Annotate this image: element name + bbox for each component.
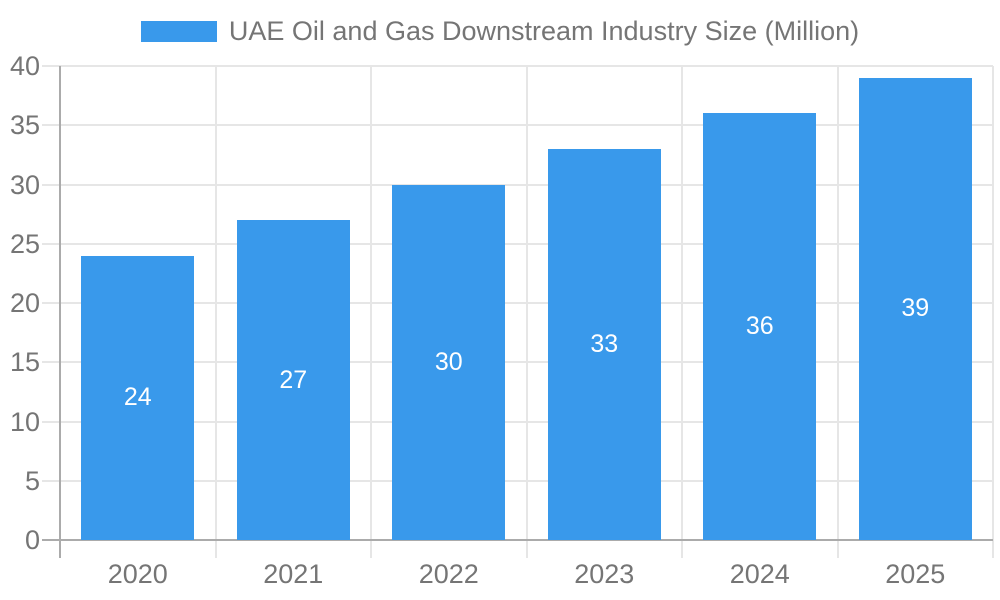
y-gridline	[42, 65, 993, 67]
bar-2023[interactable]: 33	[547, 148, 661, 540]
y-gridline	[42, 479, 993, 482]
bar-2022[interactable]: 30	[392, 184, 506, 540]
y-gridline	[42, 361, 993, 364]
y-tick-label: 15	[9, 347, 40, 378]
y-tick-label: 5	[24, 465, 40, 496]
y-gridline	[42, 183, 993, 186]
y-gridline	[42, 302, 993, 304]
x-tick-label: 2022	[418, 559, 479, 589]
y-axis-line	[59, 66, 61, 558]
y-tick-label: 30	[9, 169, 40, 200]
y-tick-label: 20	[9, 288, 40, 318]
bar-2021[interactable]: 27	[236, 220, 350, 540]
legend[interactable]: UAE Oil and Gas Downstream Industry Size…	[0, 16, 1000, 46]
x-axis-baseline-top	[42, 539, 993, 541]
bar-value-label: 24	[123, 383, 152, 412]
x-gridline	[836, 66, 839, 558]
y-tick-label: 25	[9, 228, 40, 259]
y-tick-label: 10	[9, 406, 40, 437]
x-gridline	[992, 66, 994, 558]
y-gridline	[42, 124, 993, 127]
bar-value-label: 30	[434, 347, 463, 376]
y-gridline	[42, 420, 993, 423]
y-tick-label: 35	[9, 110, 40, 141]
bar-value-label: 33	[590, 329, 619, 358]
bar-2020[interactable]: 24	[81, 255, 195, 540]
bar-value-label: 39	[901, 294, 930, 323]
bar-value-label: 36	[745, 312, 774, 341]
y-gridline	[42, 242, 993, 245]
x-tick-label: 2025	[885, 559, 946, 589]
y-tick-label: 40	[9, 51, 40, 81]
bar-value-label: 27	[279, 365, 308, 394]
x-tick-label: 2020	[107, 559, 168, 589]
x-tick-label: 2023	[574, 559, 635, 589]
legend-label: UAE Oil and Gas Downstream Industry Size…	[228, 15, 860, 46]
x-gridline	[214, 66, 217, 558]
x-gridline	[370, 66, 372, 558]
bar-2024[interactable]: 36	[703, 113, 817, 540]
bar-2025[interactable]: 39	[858, 77, 972, 540]
x-tick-label: 2024	[729, 559, 790, 589]
x-tick-label: 2021	[263, 559, 324, 589]
y-tick-label: 0	[24, 525, 40, 555]
x-gridline	[525, 66, 528, 558]
x-gridline	[681, 66, 683, 558]
legend-swatch-icon	[140, 20, 217, 42]
